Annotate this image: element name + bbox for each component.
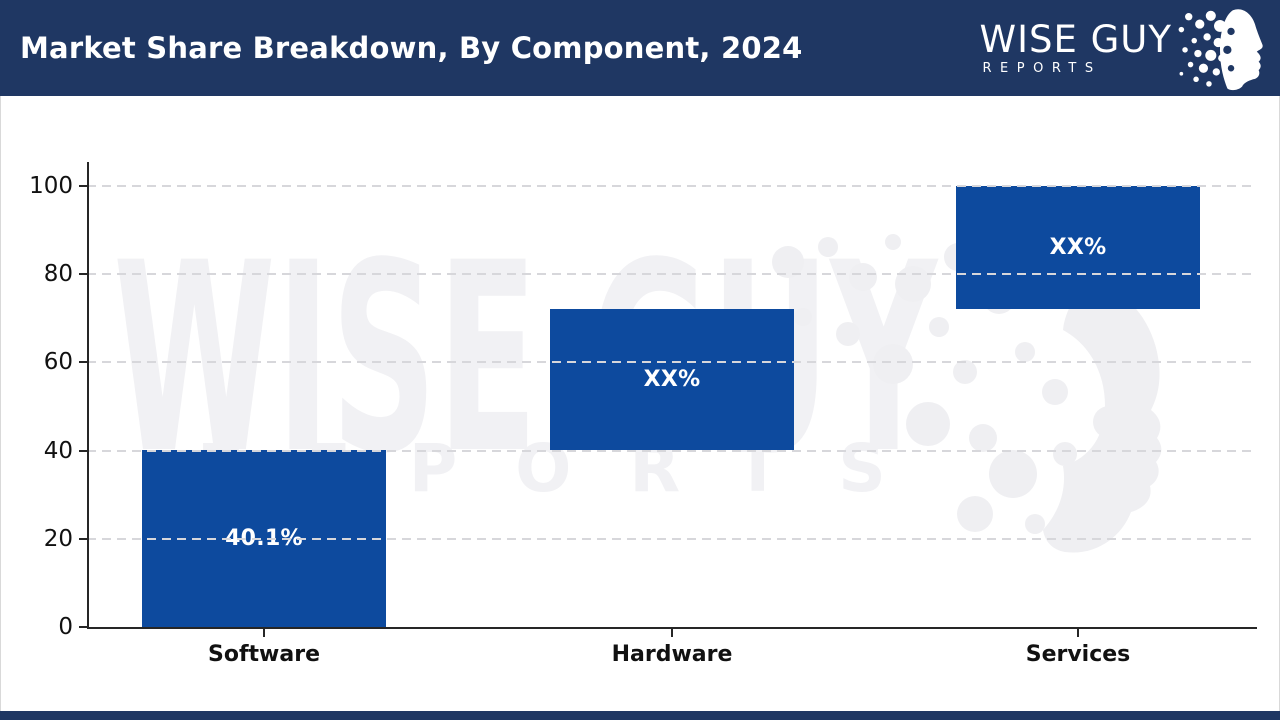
- page-title: Market Share Breakdown, By Component, 20…: [20, 31, 803, 65]
- y-tick-mark: [79, 361, 87, 364]
- y-tick-mark: [79, 185, 87, 187]
- x-tick-mark: [1077, 629, 1079, 637]
- y-tick-mark: [79, 273, 87, 276]
- x-axis-spine: [87, 627, 1257, 629]
- x-category-label: Software: [208, 642, 320, 667]
- logo-text: WISE GUY REPORTS: [980, 21, 1172, 75]
- y-tick-mark: [79, 626, 87, 628]
- header-bar: Market Share Breakdown, By Component, 20…: [0, 0, 1280, 96]
- bar-hardware: XX%: [550, 309, 794, 451]
- x-tick-mark: [671, 629, 673, 637]
- wiseguy-logo: WISE GUY REPORTS: [980, 5, 1266, 91]
- y-gridline: [87, 449, 1257, 452]
- y-gridline: [87, 185, 1257, 187]
- bar-value-label: XX%: [1049, 235, 1107, 261]
- y-axis-spine: [87, 162, 89, 629]
- bar-services: XX%: [956, 186, 1200, 310]
- y-tick-label: 80: [43, 261, 73, 288]
- y-gridline: [87, 537, 1257, 540]
- y-gridline: [87, 273, 1257, 276]
- footer-bar: [0, 711, 1280, 720]
- y-tick-label: 40: [43, 437, 73, 464]
- y-tick-label: 100: [29, 173, 73, 199]
- y-tick-label: 0: [58, 614, 73, 640]
- y-tick-label: 60: [43, 349, 73, 376]
- logo-subtitle: REPORTS: [982, 61, 1102, 76]
- x-category-label: Services: [1025, 642, 1131, 667]
- y-tick-mark: [79, 537, 87, 540]
- bar-value-label: XX%: [643, 367, 701, 393]
- y-gridline: [87, 361, 1257, 364]
- logo-head-icon: [1178, 9, 1263, 91]
- x-category-label: Hardware: [611, 642, 733, 667]
- y-tick-label: 20: [43, 525, 73, 552]
- chart-area: WISE GUY REPORTS 0 20 40 60 80 100 40.1% Softwa…: [0, 96, 1280, 711]
- y-tick-mark: [79, 449, 87, 452]
- x-tick-mark: [263, 629, 265, 637]
- logo-wordmark: WISE GUY: [979, 18, 1172, 61]
